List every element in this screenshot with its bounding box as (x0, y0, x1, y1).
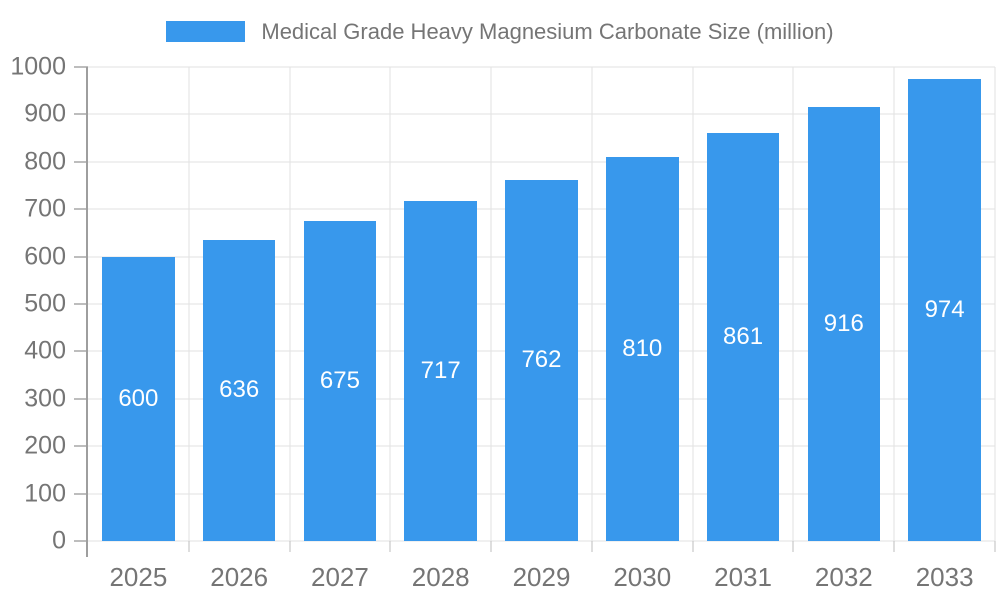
y-tick-label: 300 (24, 384, 66, 413)
x-tick-label: 2032 (814, 562, 873, 592)
bar-2027[interactable]: 675 (303, 221, 377, 541)
gridline-horizontal (88, 66, 995, 68)
legend-swatch-icon (166, 21, 246, 43)
x-tick-mark (289, 541, 291, 552)
y-tick-label: 700 (24, 194, 66, 223)
bar-value-label: 600 (118, 384, 159, 412)
x-tick-mark (490, 541, 492, 552)
y-tick-label: 900 (24, 99, 66, 128)
chart-legend[interactable]: Medical Grade Heavy Magnesium Carbonate … (0, 19, 1000, 44)
x-axis: 2025 2026 2027 2028 2029 2030 2031 2032 2033 (88, 541, 996, 600)
bar-2031[interactable]: 861 (706, 132, 780, 541)
y-tick-label: 500 (24, 289, 66, 318)
y-tick-mark (74, 113, 88, 116)
y-tick-mark (74, 492, 88, 495)
bar-2029[interactable]: 762 (505, 179, 578, 541)
bar-2033[interactable]: 974 (908, 79, 981, 541)
bar-value-label: 717 (420, 357, 461, 385)
y-tick-mark (74, 255, 88, 258)
y-tick-mark (74, 397, 88, 400)
y-tick-mark (74, 540, 88, 542)
gridline-vertical (893, 67, 895, 541)
y-tick-mark (74, 445, 88, 448)
gridline-vertical (389, 67, 391, 541)
gridline-vertical (591, 67, 593, 541)
y-tick-label: 0 (52, 526, 66, 555)
bar-value-label: 675 (319, 367, 360, 395)
gridline-vertical (792, 67, 794, 541)
y-tick-label: 200 (24, 431, 66, 460)
plot-area: 600 636 675 717 762 810 861 916 974 (88, 66, 996, 542)
bar-value-label: 810 (622, 335, 663, 363)
bar-value-label: 861 (723, 322, 764, 350)
bar-value-label: 762 (521, 346, 562, 374)
bar-2028[interactable]: 717 (404, 201, 477, 541)
bar-value-label: 916 (823, 309, 864, 337)
x-tick-mark (792, 541, 794, 552)
x-tick-mark (994, 541, 996, 552)
y-tick-mark (74, 160, 88, 163)
bar-2026[interactable]: 636 (202, 239, 276, 541)
x-tick-label: 2033 (915, 562, 974, 592)
x-tick-label: 2030 (613, 562, 672, 592)
y-tick-label: 100 (24, 479, 66, 508)
x-tick-mark (188, 541, 190, 552)
gridline-vertical (692, 67, 694, 541)
y-tick-mark (74, 208, 88, 211)
y-tick-mark (74, 66, 88, 68)
y-tick-mark (74, 303, 88, 305)
bar-value-label: 636 (219, 376, 260, 404)
y-tick-label: 400 (24, 336, 66, 365)
x-tick-mark (692, 541, 694, 552)
x-tick-label: 2025 (109, 562, 168, 592)
gridline-horizontal (88, 113, 995, 115)
gridline-vertical (994, 67, 996, 541)
x-tick-label: 2027 (311, 562, 369, 592)
bar-2025[interactable]: 600 (102, 256, 175, 541)
y-axis: 0 100 200 300 400 500 600 700 800 900 1000 (0, 54, 88, 553)
x-tick-mark (389, 541, 391, 552)
gridline-vertical (490, 67, 492, 541)
x-tick-label: 2029 (512, 562, 571, 592)
gridline-horizontal (88, 161, 995, 163)
gridline-vertical (289, 67, 291, 541)
x-tick-label: 2028 (411, 562, 470, 592)
bar-2030[interactable]: 810 (605, 157, 679, 541)
gridline-vertical (188, 67, 190, 541)
gridline-horizontal (88, 540, 995, 542)
legend-label: Medical Grade Heavy Magnesium Carbonate … (261, 19, 834, 44)
bar-value-label: 974 (924, 296, 965, 324)
x-tick-label: 2026 (210, 562, 269, 592)
y-tick-label: 800 (24, 147, 66, 176)
x-tick-mark (591, 541, 593, 552)
y-tick-mark (74, 350, 88, 353)
y-axis-line (86, 67, 88, 557)
y-tick-label: 1000 (10, 52, 66, 81)
x-tick-label: 2031 (714, 562, 772, 592)
y-tick-label: 600 (24, 242, 66, 271)
x-tick-mark (893, 541, 895, 552)
bar-2032[interactable]: 916 (807, 106, 881, 541)
